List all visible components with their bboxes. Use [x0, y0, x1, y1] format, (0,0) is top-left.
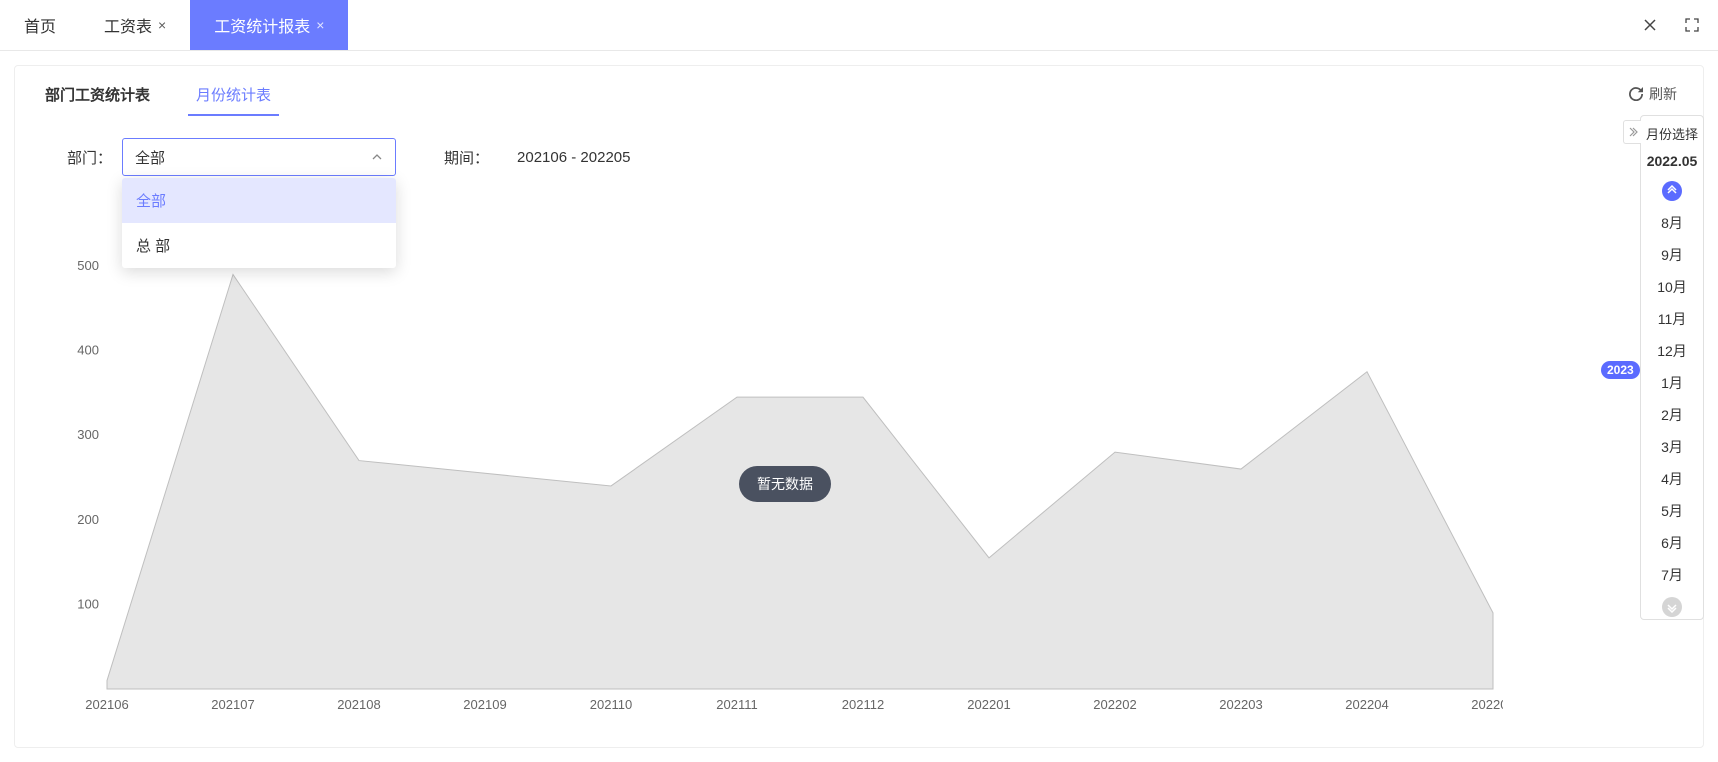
month-item[interactable]: 12月	[1641, 335, 1703, 367]
svg-text:300: 300	[77, 427, 99, 442]
dept-label: 部门：	[67, 147, 112, 168]
svg-text:202108: 202108	[337, 697, 380, 712]
month-item[interactable]: 1月	[1641, 367, 1703, 399]
svg-text:202205: 202205	[1471, 697, 1503, 712]
month-item[interactable]: 8月	[1641, 207, 1703, 239]
topbar-right	[1636, 0, 1718, 50]
subtab-row: 部门工资统计表 月份统计表 刷新	[15, 66, 1703, 114]
svg-text:202112: 202112	[842, 697, 884, 712]
filter-row: 部门： 全部 全部 总 部 期间： 202106	[15, 114, 1703, 176]
month-item[interactable]: 4月	[1641, 463, 1703, 495]
month-item[interactable]: 3月	[1641, 431, 1703, 463]
panel: 部门工资统计表 月份统计表 刷新 部门： 全部	[14, 65, 1704, 748]
option-label: 总 部	[136, 238, 170, 255]
svg-text:500: 500	[77, 258, 99, 273]
top-nav: 首页 工资表 × 工资统计报表 ×	[0, 0, 1718, 51]
chart-area: 100 200 300 400 500 202106 202107 202108 202109 2…	[67, 256, 1503, 717]
option-label: 全部	[136, 193, 166, 210]
month-item[interactable]: 10月	[1641, 271, 1703, 303]
year-badge: 2023	[1601, 361, 1640, 379]
svg-text:100: 100	[77, 596, 99, 611]
nav-tab-label: 首页	[24, 13, 56, 37]
month-item[interactable]: 5月	[1641, 495, 1703, 527]
svg-text:202106: 202106	[85, 697, 128, 712]
subtab-label: 部门工资统计表	[45, 87, 150, 104]
subtab-label: 月份统计表	[196, 87, 271, 104]
month-list: 8月9月10月11月12月20231月2月3月4月5月6月7月	[1641, 203, 1703, 595]
period-label: 期间：	[444, 147, 489, 168]
dept-option-all[interactable]: 全部	[122, 178, 396, 223]
close-icon[interactable]: ×	[158, 17, 166, 33]
nav-tab-label: 工资表	[104, 13, 152, 37]
fullscreen-icon[interactable]	[1678, 11, 1706, 39]
month-item[interactable]: 6月	[1641, 527, 1703, 559]
svg-text:202109: 202109	[463, 697, 506, 712]
scroll-up-icon[interactable]	[1662, 181, 1682, 201]
svg-text:202203: 202203	[1219, 697, 1262, 712]
month-picker-current: 2022.05	[1641, 149, 1703, 179]
svg-text:400: 400	[77, 343, 99, 358]
nav-tab-salary-report[interactable]: 工资统计报表 ×	[190, 0, 348, 50]
nav-tab-home[interactable]: 首页	[0, 0, 80, 50]
chevron-up-icon	[371, 151, 383, 163]
dept-select[interactable]: 全部 全部 总 部	[122, 138, 396, 176]
collapse-icon[interactable]	[1623, 120, 1641, 144]
dept-select-dropdown: 全部 总 部	[122, 178, 396, 268]
svg-text:202202: 202202	[1093, 697, 1136, 712]
month-item[interactable]: 9月	[1641, 239, 1703, 271]
nav-tab-label: 工资统计报表	[214, 13, 310, 37]
subtab-month-stats[interactable]: 月份统计表	[184, 74, 283, 115]
period-value: 202106 - 202205	[517, 149, 630, 166]
month-item[interactable]: 11月	[1641, 303, 1703, 335]
svg-text:202110: 202110	[590, 697, 632, 712]
svg-text:202201: 202201	[967, 697, 1010, 712]
dept-select-input[interactable]: 全部	[122, 138, 396, 176]
svg-text:202111: 202111	[716, 697, 757, 712]
subtab-dept-stats[interactable]: 部门工资统计表	[33, 74, 162, 115]
svg-text:202107: 202107	[211, 697, 254, 712]
no-data-label: 暂无数据	[757, 476, 813, 492]
dept-select-value: 全部	[135, 147, 165, 168]
month-item[interactable]: 7月	[1641, 559, 1703, 591]
refresh-icon	[1629, 87, 1643, 101]
refresh-button[interactable]: 刷新	[1629, 84, 1685, 104]
content-wrap: 部门工资统计表 月份统计表 刷新 部门： 全部	[0, 51, 1718, 762]
close-window-button[interactable]	[1636, 11, 1664, 39]
dept-option-hq[interactable]: 总 部	[122, 223, 396, 268]
refresh-label: 刷新	[1649, 84, 1677, 104]
close-icon[interactable]: ×	[316, 17, 324, 33]
svg-text:202204: 202204	[1345, 697, 1388, 712]
month-item[interactable]: 2月	[1641, 399, 1703, 431]
svg-text:200: 200	[77, 512, 99, 527]
month-picker-header: 月份选择	[1641, 116, 1703, 149]
month-picker: 月份选择 2022.05 8月9月10月11月12月20231月2月3月4月5月…	[1640, 115, 1704, 620]
nav-tab-salary[interactable]: 工资表 ×	[80, 0, 190, 50]
month-picker-title: 月份选择	[1646, 127, 1698, 142]
no-data-pill: 暂无数据	[739, 466, 831, 502]
scroll-down-icon[interactable]	[1662, 597, 1682, 617]
